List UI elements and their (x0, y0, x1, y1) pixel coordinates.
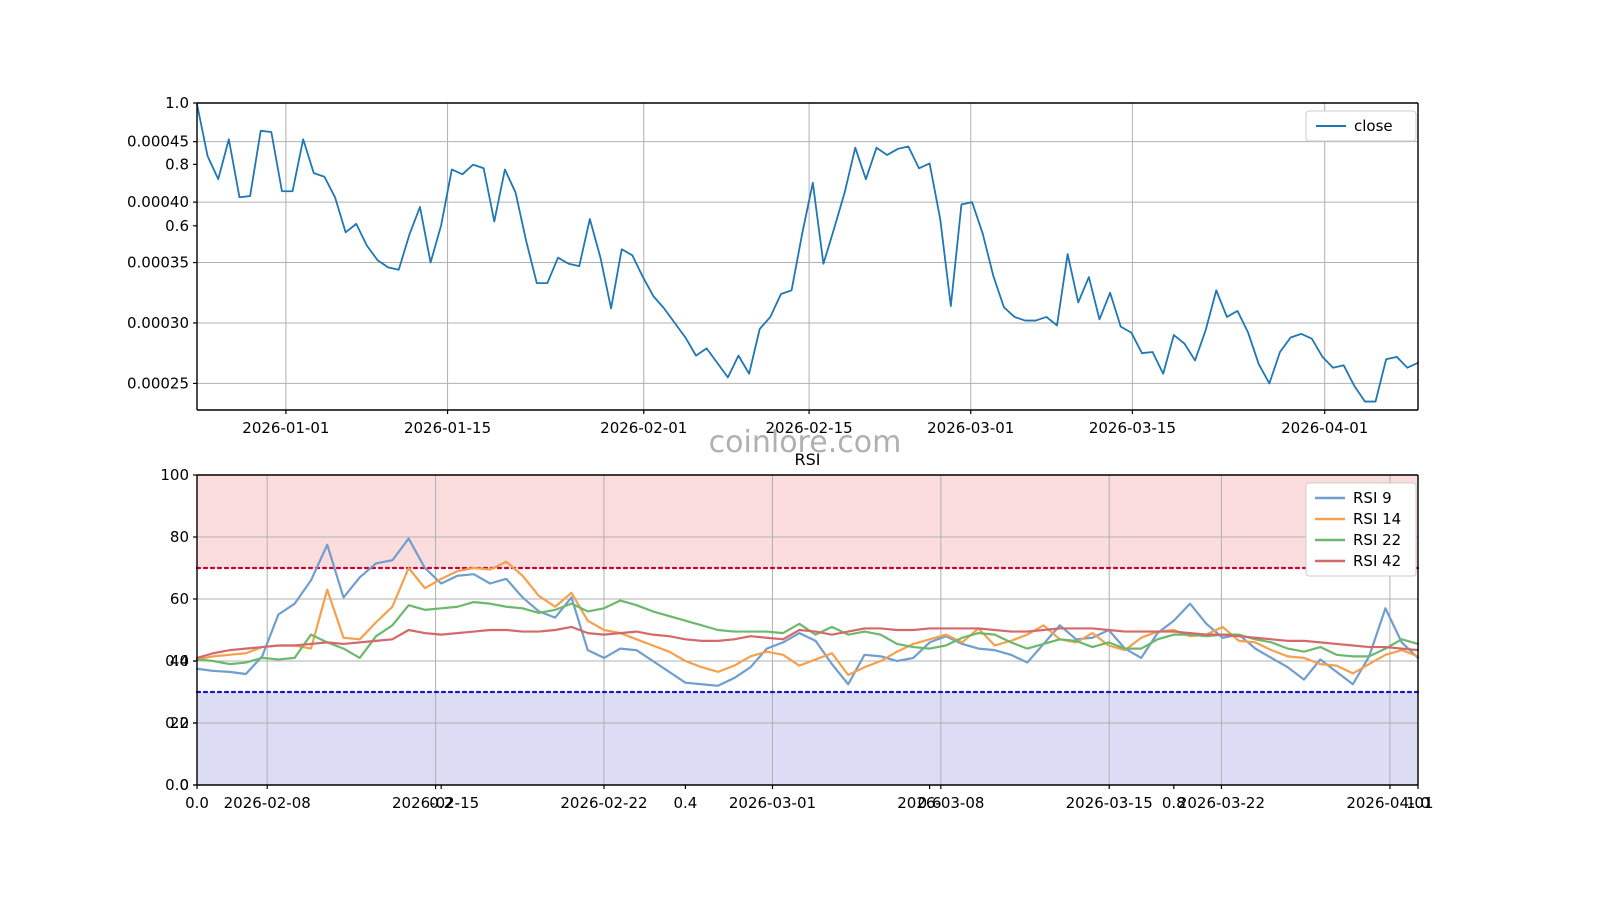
rsi-series-rsi-42 (195, 625, 1420, 660)
price-secondary-ytick-label: 0.6 (165, 217, 189, 235)
rsi-axes-title: RSI (795, 450, 821, 469)
rsi-xtick-label: 2026-03-08 (897, 794, 984, 812)
price-legend-label-close: close (1354, 117, 1393, 135)
rsi-ytick-label: 100 (160, 466, 189, 484)
rsi-secondary-ytick-label: 0.0 (165, 776, 189, 794)
rsi-series-rsi-14 (195, 560, 1420, 677)
price-xtick-label: 2026-01-01 (242, 419, 329, 437)
rsi-xtick-label: 2026-02-08 (224, 794, 311, 812)
rsi-legend-label-rsi-22: RSI 22 (1353, 531, 1401, 549)
rsi-secondary-xtick-label: 1.0 (1406, 794, 1430, 812)
price-axes: 0.00025 0.00030 0.00035 0.00040 0.00045 0.8 1.… (127, 94, 1419, 437)
rsi-xtick-label: 2026-02-22 (560, 794, 647, 812)
price-ytick-label: 0.00035 (127, 254, 189, 272)
price-xtick-label: 2026-01-15 (404, 419, 491, 437)
price-xtick-label: 2026-02-01 (600, 419, 687, 437)
rsi-xtick-label: 2026-03-22 (1178, 794, 1265, 812)
rsi-overbought-band (197, 475, 1418, 568)
price-ytick-label: 0.00030 (127, 314, 189, 332)
rsi-xtick-label: 2026-04-01 (1346, 794, 1433, 812)
rsi-xtick-label: 2026-03-01 (729, 794, 816, 812)
rsi-legend-label-rsi-14: RSI 14 (1353, 510, 1401, 528)
rsi-secondary-xtick-label: 0.0 (185, 794, 209, 812)
rsi-ytick-label: 0 (179, 776, 189, 794)
price-xtick-label: 2026-02-15 (765, 419, 852, 437)
price-xtick-label: 2026-03-15 (1089, 419, 1176, 437)
rsi-secondary-xtick-label: 0.4 (673, 794, 697, 812)
price-xtick-label: 2026-03-01 (927, 419, 1014, 437)
rsi-ytick-label: 80 (170, 528, 189, 546)
price-series-close (196, 103, 1419, 403)
rsi-ytick-label: 60 (170, 590, 189, 608)
price-ytick-label: 0.00045 (127, 133, 189, 151)
rsi-secondary-xtick-label: 0.2 (429, 794, 453, 812)
rsi-ytick-label: 40 (170, 652, 189, 670)
rsi-legend-box (1305, 482, 1417, 577)
rsi-ytick-label: 20 (170, 714, 189, 732)
rsi-legend-label-rsi-9: RSI 9 (1353, 489, 1392, 507)
rsi-legend-label-rsi-42: RSI 42 (1353, 552, 1401, 570)
price-secondary-ytick-label: 1.0 (165, 94, 189, 112)
rsi-xtick-label: 2026-02-15 (392, 794, 479, 812)
rsi-xtick-label: 2026-03-15 (1066, 794, 1153, 812)
price-legend-box (1305, 110, 1417, 142)
rsi-secondary-ytick-label: 0.2 (165, 714, 189, 732)
price-secondary-ytick-label: 0.8 (165, 155, 189, 173)
rsi-oversold-band (197, 692, 1418, 785)
rsi-axes: 0 20 40 60 80 100 0.0 0.2 0.4 2026-02-08 2026-02-1… (160, 450, 1433, 812)
rsi-secondary-xtick-label: 0.8 (1162, 794, 1186, 812)
price-xtick-label: 2026-04-01 (1281, 419, 1368, 437)
price-ytick-label: 0.00025 (127, 374, 189, 392)
rsi-secondary-ytick-label: 0.4 (165, 652, 189, 670)
price-ytick-label: 0.00040 (127, 193, 189, 211)
price-plot-background (197, 103, 1418, 410)
rsi-secondary-xtick-label: 0.6 (918, 794, 942, 812)
watermark-label: coinlore.com (709, 425, 902, 460)
